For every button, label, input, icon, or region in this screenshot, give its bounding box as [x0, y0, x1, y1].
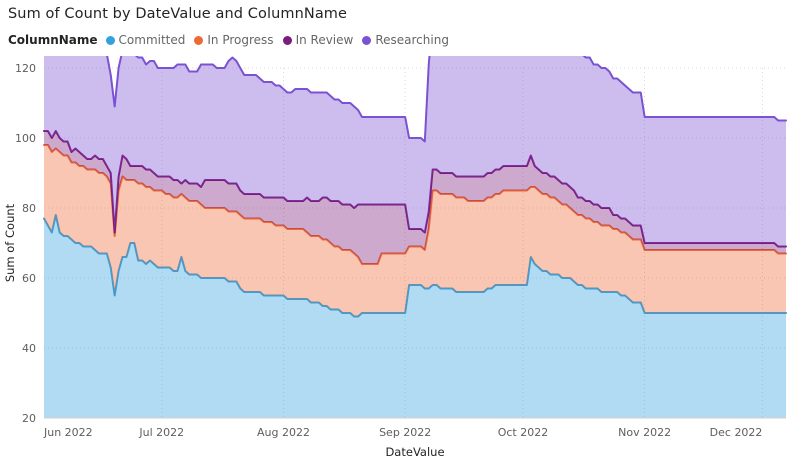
y-axis-tick-label: 80: [22, 202, 36, 215]
y-axis-tick-label: 60: [22, 272, 36, 285]
legend-title: ColumnName: [8, 33, 98, 47]
y-axis-title: Sum of Count: [3, 203, 17, 282]
legend: ColumnName Committed In Progress In Revi…: [8, 33, 458, 47]
x-axis-tick-label: Aug 2022: [257, 426, 310, 439]
y-axis-ticks: 20 40 60 80 100 120: [15, 62, 36, 425]
legend-swatch-icon: [194, 35, 204, 45]
y-axis-tick-label: 120: [15, 62, 36, 75]
legend-item-in-progress[interactable]: In Progress: [194, 33, 274, 47]
x-axis-ticks: Jun 2022 Jul 2022 Aug 2022 Sep 2022 Oct 2022…: [43, 426, 762, 439]
x-axis-tick-label: Sep 2022: [379, 426, 431, 439]
series-area-in-progress[interactable]: [44, 145, 786, 317]
x-axis-tick-label: Dec 2022: [710, 426, 763, 439]
legend-item-in-review[interactable]: In Review: [282, 33, 354, 47]
legend-item-label: Researching: [375, 33, 449, 47]
series-line-committed[interactable]: [43, 214, 787, 318]
legend-swatch-icon: [105, 35, 115, 45]
series-line-in-review[interactable]: [43, 130, 787, 248]
series-areas: [43, 56, 787, 418]
x-axis-tick-label: Jun 2022: [43, 426, 93, 439]
x-axis-tick-label: Nov 2022: [618, 426, 671, 439]
series-area-committed[interactable]: [44, 215, 786, 418]
legend-item-label: Committed: [118, 33, 186, 47]
plot-svg: 20 40 60 80 100 120 Jun 2022 Jul 2022 Aug 2022 S…: [3, 56, 787, 458]
legend-item-committed[interactable]: Committed: [105, 33, 186, 47]
x-axis-tick-label: Oct 2022: [498, 426, 549, 439]
legend-item-label: In Review: [295, 33, 354, 47]
legend-swatch-icon: [362, 35, 372, 45]
series-line-in-progress[interactable]: [43, 144, 787, 265]
page-title: Sum of Count by DateValue and ColumnName: [8, 6, 348, 22]
y-axis-tick-label: 100: [15, 132, 36, 145]
x-axis-title: DateValue: [385, 445, 444, 458]
series-line-researching[interactable]: [44, 56, 787, 143]
legend-item-researching[interactable]: Researching: [362, 33, 449, 47]
legend-item-label: In Progress: [207, 33, 274, 47]
series-area-in-review[interactable]: [44, 131, 786, 264]
legend-swatch-icon: [282, 35, 292, 45]
x-axis-tick-label: Jul 2022: [138, 426, 184, 439]
series-area-researching[interactable]: [44, 56, 786, 247]
y-axis-tick-label: 20: [22, 412, 36, 425]
plot-area: 20 40 60 80 100 120 Jun 2022 Jul 2022 Aug 2022 S…: [0, 56, 790, 458]
y-axis-tick-label: 40: [22, 342, 36, 355]
